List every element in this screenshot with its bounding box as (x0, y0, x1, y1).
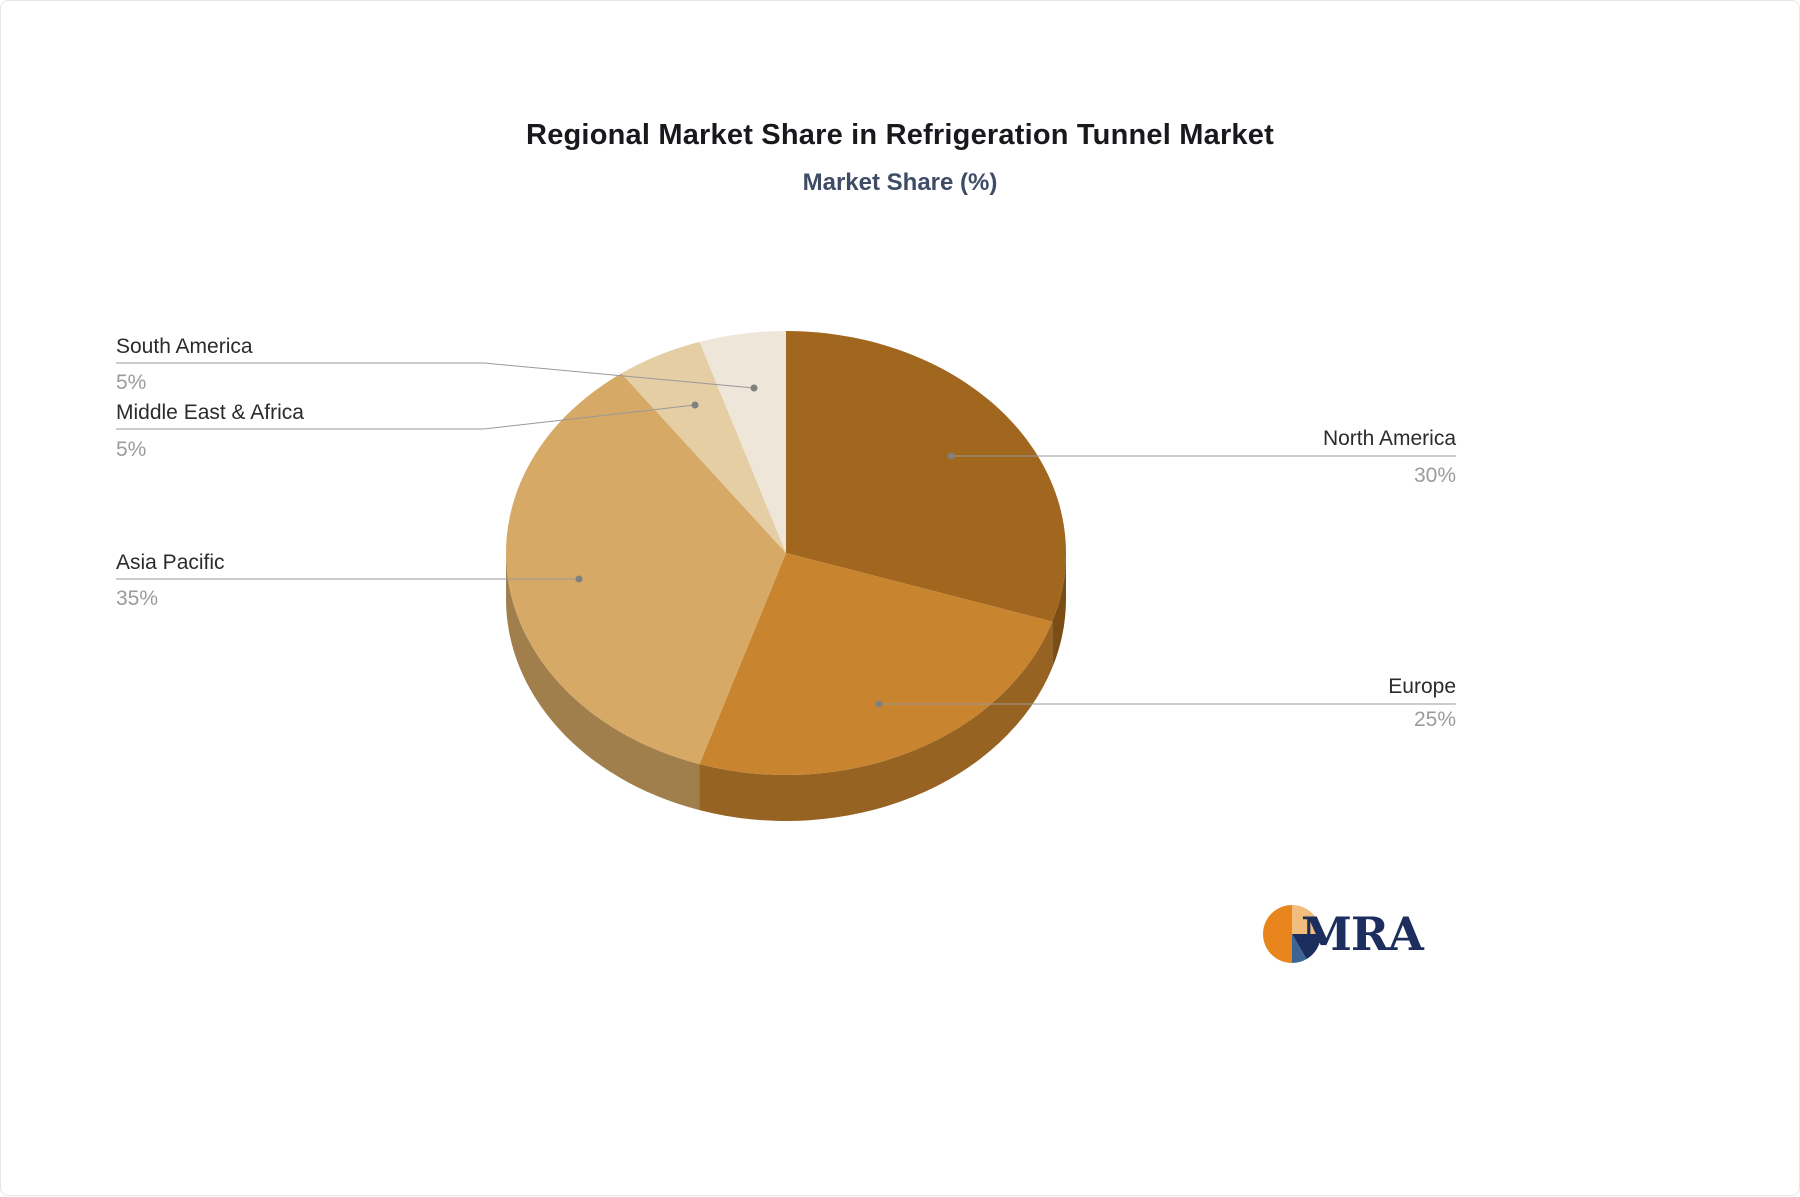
callout-dot-middle-east-africa (691, 401, 699, 409)
slice-value-south-america: 5% (116, 371, 146, 394)
pie-slice-middle-east-africa[interactable] (621, 341, 786, 553)
pie-slice-europe[interactable] (699, 553, 1053, 775)
slice-label-europe: Europe (1388, 675, 1456, 698)
pie-slice-asia-pacific[interactable] (506, 373, 786, 765)
logo-wedge-orange (1263, 905, 1292, 963)
callout-line-south-america (116, 362, 755, 389)
slice-value-asia-pacific: 35% (116, 587, 158, 610)
chart-subtitle: Market Share (%) (802, 169, 998, 196)
pie-slice-side-europe (699, 621, 1053, 821)
callout-dot-asia-pacific (575, 575, 583, 583)
callout-dot-south-america (750, 384, 758, 392)
logo-wedge-blue (1292, 934, 1307, 963)
slice-label-middle-east-africa: Middle East & Africa (116, 401, 304, 424)
brand-logo-icon (1263, 905, 1321, 963)
pie-slice-side-asia-pacific (506, 553, 700, 811)
brand-logo: MRA (1263, 904, 1424, 964)
slice-value-north-america: 30% (1414, 464, 1456, 487)
logo-wedge-tan (1292, 905, 1321, 934)
slice-value-europe: 25% (1414, 708, 1456, 731)
slice-label-north-america: North America (1323, 427, 1456, 450)
logo-wedge-navy (1292, 934, 1321, 960)
chart-title: Regional Market Share in Refrigeration T… (526, 119, 1274, 151)
pie-slice-north-america[interactable] (786, 331, 1066, 622)
brand-logo-text: MRA (1301, 907, 1424, 961)
callout-line-middle-east-africa (116, 404, 696, 430)
slice-value-middle-east-africa: 5% (116, 438, 146, 461)
callout-dot-north-america (947, 452, 955, 460)
pie-slice-side-north-america (1052, 553, 1066, 668)
callout-dot-europe (875, 700, 883, 708)
pie-slice-south-america[interactable] (699, 331, 786, 553)
slice-label-asia-pacific: Asia Pacific (116, 551, 225, 574)
slice-label-south-america: South America (116, 335, 253, 358)
